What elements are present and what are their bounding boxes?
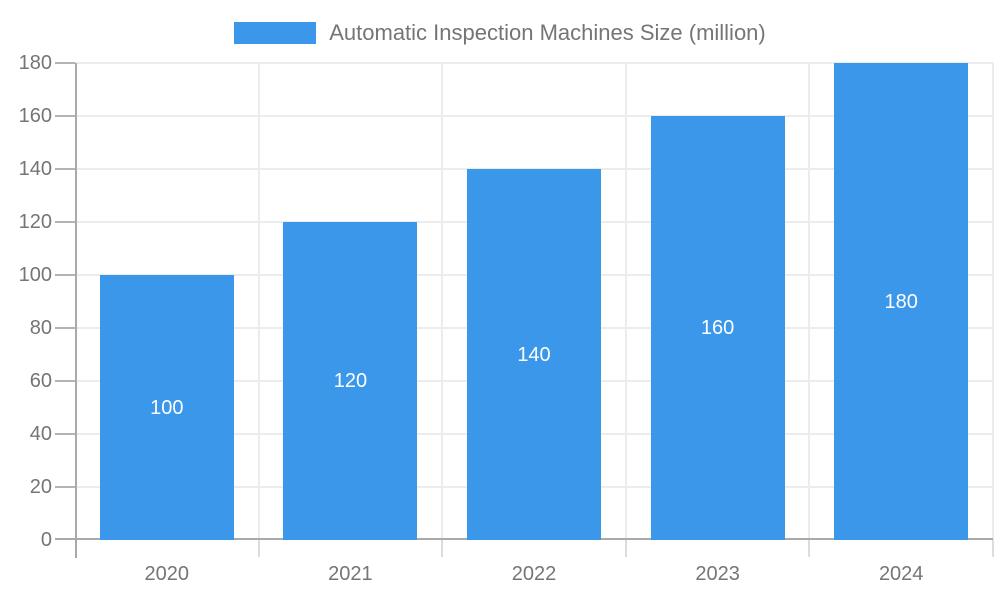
bar-value-label: 160 [700,317,735,339]
y-axis-label: 140 [18,158,52,180]
y-axis-tick [55,327,75,329]
gridline-vertical [624,63,627,540]
x-axis-tick [992,540,994,557]
bar[interactable] [467,169,601,540]
x-axis-label: 2021 [328,563,373,585]
x-axis-label: 2023 [695,563,740,585]
y-axis-label: 40 [29,423,52,445]
gridline-horizontal [75,62,993,64]
bar-value-label: 180 [884,290,918,313]
y-axis-tick [55,274,75,276]
gridline-horizontal [75,115,993,117]
x-axis-tick [441,540,444,557]
y-axis-tick [55,221,75,223]
gridline-vertical [441,63,444,540]
bar[interactable] [99,275,234,540]
legend[interactable]: Automatic Inspection Machines Size (mill… [0,22,1000,44]
gridline-vertical [257,63,260,540]
y-axis-label: 160 [18,105,52,127]
gridline-vertical [992,63,994,540]
y-axis-label: 20 [29,476,52,498]
y-axis-tick [55,62,75,64]
x-axis-label: 2020 [144,563,190,585]
y-axis-tick [55,380,75,382]
gridline-vertical [808,63,811,540]
y-axis-tick [55,115,75,117]
x-axis-label: 2022 [511,563,557,585]
bar[interactable] [834,63,969,540]
bar-value-label: 100 [150,396,184,419]
legend-swatch [234,22,317,44]
y-axis-label: 180 [18,52,52,74]
y-axis-label: 80 [29,317,52,339]
bar-value-label: 140 [517,343,551,366]
y-axis-label: 120 [18,211,52,233]
plot-area: 100 120 140 160 180 [55,62,994,558]
y-axis-tick [55,433,75,435]
x-axis-tick [808,540,811,557]
y-axis-label: 0 [40,529,52,551]
legend-title: Automatic Inspection Machines Size (mill… [329,20,766,45]
bar[interactable] [650,116,785,540]
bar-value-label: 120 [333,370,368,392]
x-axis-tick [624,540,627,557]
y-axis-label: 100 [18,264,52,286]
x-axis-tick [257,540,260,557]
y-axis-label: 60 [29,370,52,392]
bar[interactable] [283,222,418,540]
y-axis-tick [55,486,75,488]
y-axis-line [75,63,77,558]
x-axis-label: 2024 [878,563,924,585]
y-axis-tick [55,168,75,170]
